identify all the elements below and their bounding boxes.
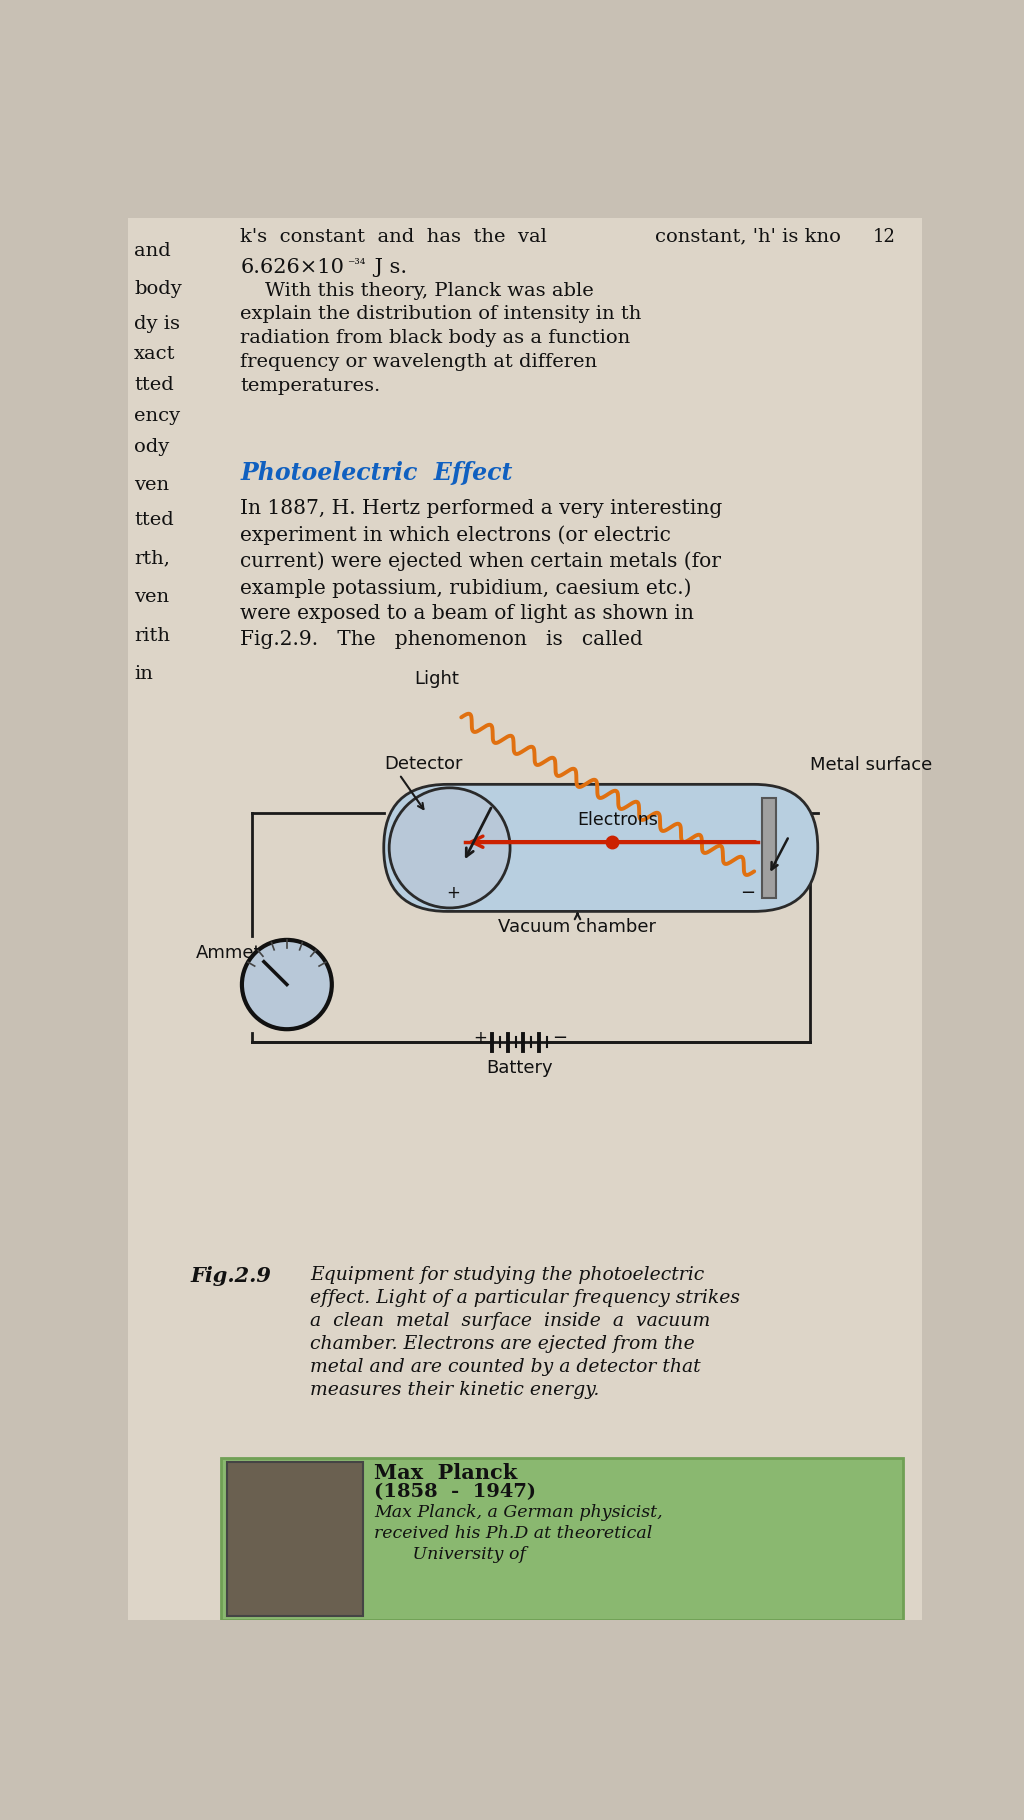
Circle shape — [389, 788, 510, 908]
Text: metal and are counted by a detector that: metal and are counted by a detector that — [310, 1358, 700, 1376]
Text: Fig.2.9: Fig.2.9 — [190, 1265, 271, 1285]
Text: Ammeter: Ammeter — [197, 945, 281, 961]
Text: Max  Planck: Max Planck — [375, 1463, 518, 1483]
Text: In 1887, H. Hertz performed a very interesting: In 1887, H. Hertz performed a very inter… — [241, 499, 723, 519]
Text: −: − — [552, 1028, 567, 1046]
Text: effect. Light of a particular frequency strikes: effect. Light of a particular frequency … — [310, 1289, 740, 1307]
Text: xact: xact — [134, 346, 176, 364]
Text: ⁻³⁴: ⁻³⁴ — [347, 258, 366, 273]
Text: dy is: dy is — [134, 315, 180, 333]
Text: 6.626×10: 6.626×10 — [241, 258, 344, 277]
Text: rth,: rth, — [134, 550, 170, 568]
Text: Electrons: Electrons — [577, 812, 657, 830]
Text: tted: tted — [134, 511, 174, 530]
Text: ven: ven — [134, 477, 169, 495]
Text: +: + — [473, 1028, 486, 1046]
Text: Fig.2.9.   The   phenomenon   is   called: Fig.2.9. The phenomenon is called — [241, 630, 643, 650]
Text: frequency or wavelength at differen: frequency or wavelength at differen — [241, 353, 597, 371]
Text: University of: University of — [375, 1545, 526, 1563]
Text: chamber. Electrons are ejected from the: chamber. Electrons are ejected from the — [310, 1334, 695, 1352]
Text: 12: 12 — [872, 228, 895, 246]
Text: Vacuum chamber: Vacuum chamber — [499, 917, 656, 935]
FancyBboxPatch shape — [384, 784, 818, 912]
Text: Metal surface: Metal surface — [810, 757, 932, 774]
Text: radiation from black body as a function: radiation from black body as a function — [241, 329, 631, 348]
Text: body: body — [134, 280, 182, 298]
Bar — [227, 1461, 362, 1616]
Text: With this theory, Planck was able: With this theory, Planck was able — [241, 282, 594, 300]
Text: experiment in which electrons (or electric: experiment in which electrons (or electr… — [241, 526, 672, 546]
Text: Battery: Battery — [486, 1059, 553, 1077]
Text: Detector: Detector — [384, 755, 462, 774]
Text: J s.: J s. — [369, 258, 408, 277]
Text: explain the distribution of intensity in th: explain the distribution of intensity in… — [241, 306, 642, 324]
Text: ody: ody — [134, 439, 169, 455]
Text: measures their kinetic energy.: measures their kinetic energy. — [310, 1381, 599, 1400]
Text: −: − — [740, 885, 756, 903]
Text: Photoelectric  Effect: Photoelectric Effect — [241, 460, 513, 484]
Text: ven: ven — [134, 588, 169, 606]
Text: received his Ph.D at theoretical: received his Ph.D at theoretical — [375, 1525, 652, 1542]
Text: rith: rith — [134, 626, 170, 644]
Text: temperatures.: temperatures. — [241, 377, 381, 395]
Text: tted: tted — [134, 377, 174, 395]
Text: Light: Light — [415, 670, 460, 688]
Text: +: + — [446, 885, 461, 903]
Text: example potassium, rubidium, caesium etc.): example potassium, rubidium, caesium etc… — [241, 579, 692, 597]
Bar — [762, 799, 776, 897]
Text: ency: ency — [134, 408, 180, 426]
Bar — [221, 1458, 903, 1620]
Text: Equipment for studying the photoelectric: Equipment for studying the photoelectric — [310, 1265, 705, 1283]
Text: in: in — [134, 664, 153, 682]
Text: current) were ejected when certain metals (for: current) were ejected when certain metal… — [241, 551, 721, 571]
Text: constant, 'h' is kno: constant, 'h' is kno — [655, 228, 841, 246]
Text: Max Planck, a German physicist,: Max Planck, a German physicist, — [375, 1505, 664, 1522]
Text: a  clean  metal  surface  inside  a  vacuum: a clean metal surface inside a vacuum — [310, 1312, 711, 1330]
Text: k's  constant  and  has  the  val: k's constant and has the val — [241, 228, 547, 246]
Text: (1858  -  1947): (1858 - 1947) — [375, 1483, 537, 1502]
Circle shape — [242, 939, 332, 1030]
Text: and: and — [134, 242, 171, 260]
Text: were exposed to a beam of light as shown in: were exposed to a beam of light as shown… — [241, 604, 694, 622]
